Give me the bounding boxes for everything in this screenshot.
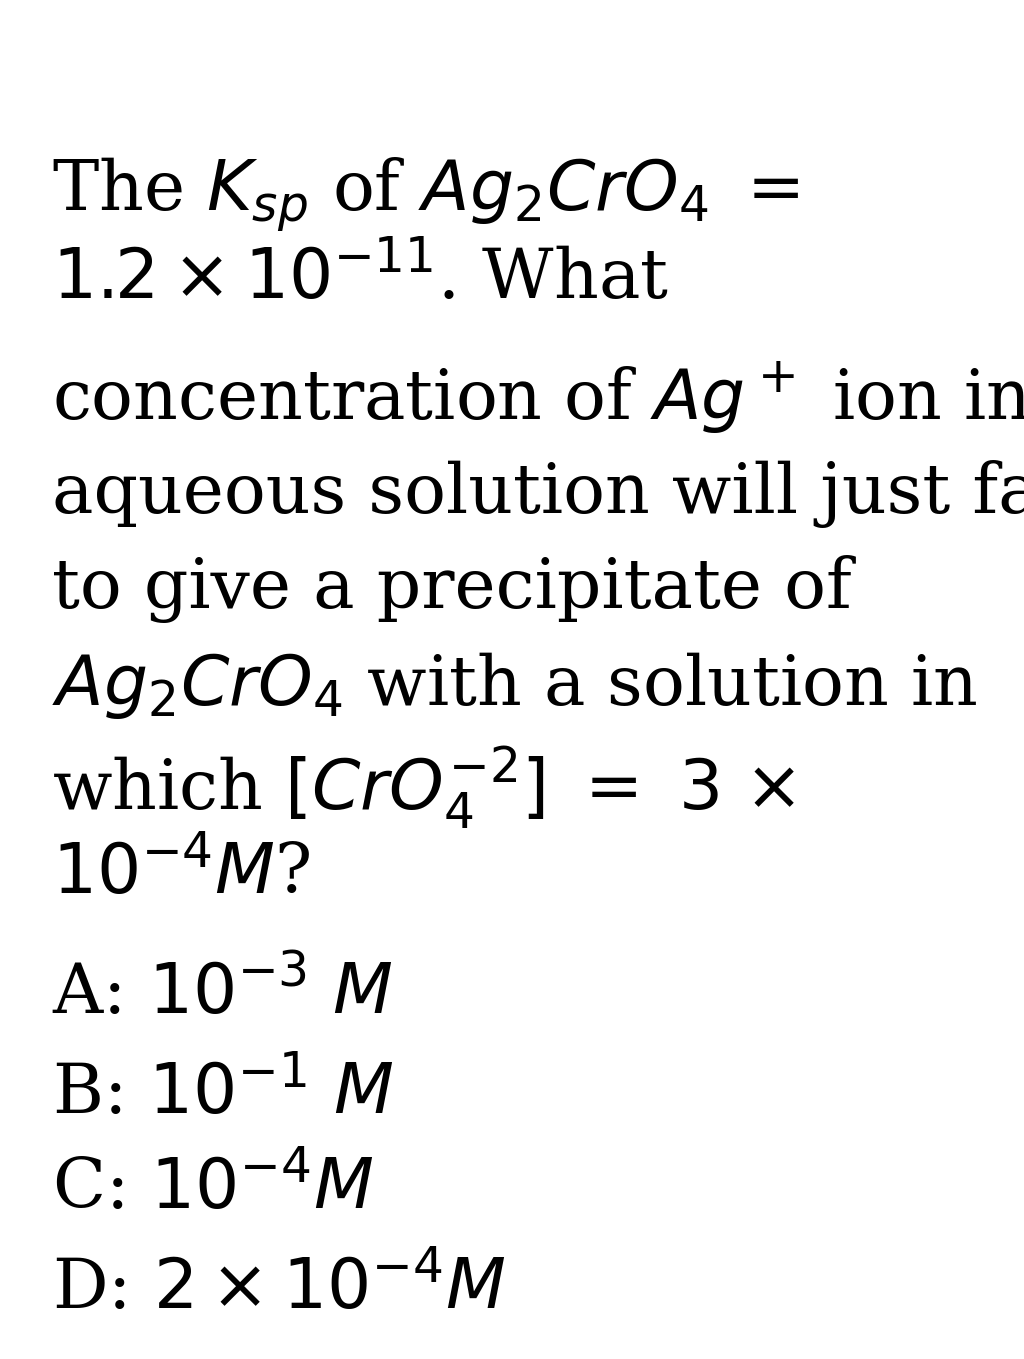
Text: $1.2 \times 10^{-11}$. What: $1.2 \times 10^{-11}$. What bbox=[52, 245, 669, 313]
Text: aqueous solution will just fail: aqueous solution will just fail bbox=[52, 459, 1024, 529]
Text: to give a precipitate of: to give a precipitate of bbox=[52, 554, 852, 622]
Text: concentration of $\mathit{Ag}^+$ ion in: concentration of $\mathit{Ag}^+$ ion in bbox=[52, 360, 1024, 436]
Text: which $[\mathit{CrO_4^{-2}}]$ $=$ $3$ $\times$: which $[\mathit{CrO_4^{-2}}]$ $=$ $3$ $\… bbox=[52, 745, 796, 832]
Text: $\mathit{Ag_2CrO_4}$ with a solution in: $\mathit{Ag_2CrO_4}$ with a solution in bbox=[52, 650, 978, 722]
Text: $10^{-4}\mathit{M}$?: $10^{-4}\mathit{M}$? bbox=[52, 840, 310, 908]
Text: D: $2 \times 10^{-4}$$\mathit{M}$: D: $2 \times 10^{-4}$$\mathit{M}$ bbox=[52, 1254, 506, 1322]
Text: A: $10^{-3}$ $\mathit{M}$: A: $10^{-3}$ $\mathit{M}$ bbox=[52, 959, 393, 1029]
Text: B: $10^{-1}$ $\mathit{M}$: B: $10^{-1}$ $\mathit{M}$ bbox=[52, 1060, 393, 1128]
Text: C: $10^{-4}$$\mathit{M}$: C: $10^{-4}$$\mathit{M}$ bbox=[52, 1155, 374, 1223]
Text: The $\mathit{K}_{sp}$ of $\mathit{Ag_2CrO_4}$ $=$: The $\mathit{K}_{sp}$ of $\mathit{Ag_2Cr… bbox=[52, 155, 800, 234]
